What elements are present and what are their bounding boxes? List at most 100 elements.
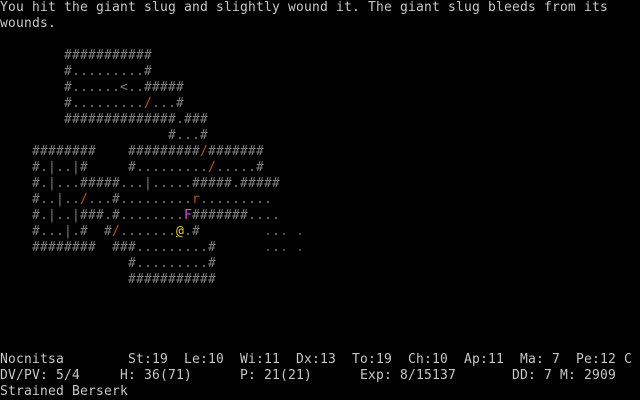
status-char: :	[424, 352, 432, 367]
status-char: x	[304, 352, 312, 367]
message-char: o	[296, 0, 304, 15]
status-char: :	[568, 368, 576, 383]
status-char: V	[32, 368, 40, 383]
map-tile: .	[112, 96, 120, 111]
status-char: V	[8, 368, 16, 383]
status-char: M	[560, 368, 568, 383]
map-tile: .	[184, 176, 192, 191]
message-char: t	[592, 0, 600, 15]
status-char: 5	[424, 368, 432, 383]
status-char: t	[136, 352, 144, 367]
map-tile: #	[80, 144, 88, 159]
map-tile: #	[136, 144, 144, 159]
status-char	[112, 368, 120, 384]
status-char: D	[520, 368, 528, 383]
message-char	[88, 0, 96, 16]
map-tile: .	[224, 160, 232, 175]
status-char: 3	[328, 352, 336, 367]
map-tile: .	[168, 176, 176, 191]
status-char	[120, 352, 128, 368]
map-tile: .	[88, 192, 96, 207]
message-char: i	[336, 0, 344, 15]
message-char: o	[8, 0, 16, 15]
map-tile: .	[64, 208, 72, 223]
map-tile: .	[104, 192, 112, 207]
wand-item[interactable]: /	[200, 144, 208, 159]
map-tile[interactable]: <	[120, 80, 128, 95]
player-at-symbol[interactable]: @	[176, 224, 184, 239]
message-char: g	[96, 0, 104, 15]
floor-tile: .	[296, 240, 304, 255]
message-char: e	[384, 0, 392, 15]
status-char	[104, 352, 112, 368]
status-char	[104, 368, 112, 384]
message-char: o	[560, 0, 568, 15]
status-char	[192, 368, 200, 384]
map-row: #......... /... #	[0, 96, 640, 112]
status-char: a	[56, 352, 64, 367]
map-tile: #	[72, 48, 80, 63]
map-tile: #	[56, 144, 64, 159]
message-char	[536, 0, 544, 16]
status-char	[448, 352, 456, 368]
map-tile: #	[136, 272, 144, 287]
map-tile: .	[72, 64, 80, 79]
message-char: b	[488, 0, 496, 15]
status-char: 7	[168, 368, 176, 383]
message-char	[24, 0, 32, 16]
map-tile: .	[152, 224, 160, 239]
map-tile: .	[56, 160, 64, 175]
map-tile: .	[120, 224, 128, 239]
map-tile: .	[80, 96, 88, 111]
status-char: :	[312, 352, 320, 367]
map-tile: #	[72, 240, 80, 255]
map-tile: .	[64, 160, 72, 175]
message-char	[392, 0, 400, 16]
status-char	[208, 368, 216, 384]
map-tile: #	[40, 240, 48, 255]
map-tile: .	[184, 192, 192, 207]
map-tile: .	[40, 160, 48, 175]
status-char: a	[528, 352, 536, 367]
status-char: 0	[440, 352, 448, 367]
giant-slug-monster[interactable]: F	[184, 208, 192, 223]
status-char: A	[464, 352, 472, 367]
map-tile: #	[144, 144, 152, 159]
status-char: /	[64, 368, 72, 383]
rat-monster[interactable]: r	[192, 192, 200, 207]
message-char: h	[72, 0, 80, 15]
message-char: f	[544, 0, 552, 15]
status-char	[488, 368, 496, 384]
map-tile: #	[152, 144, 160, 159]
map-tile: .	[264, 208, 272, 223]
message-char: u	[304, 0, 312, 15]
status-line-effects: Strained Berserk	[0, 384, 640, 400]
status-char: e	[584, 352, 592, 367]
map-tile: .	[168, 192, 176, 207]
map-tile: .	[152, 256, 160, 271]
wand-item[interactable]: /	[112, 224, 120, 239]
status-char: (	[280, 368, 288, 383]
status-char	[88, 352, 96, 368]
map-tile: #	[224, 208, 232, 223]
map-row: # # # # # # # # # # #......... #....	[0, 240, 640, 256]
message-char: d	[32, 16, 40, 31]
map-tile: .	[48, 224, 56, 239]
map-tile: |	[144, 176, 152, 191]
status-char: r	[16, 384, 24, 399]
status-char: 3	[144, 368, 152, 383]
map-tile: #	[160, 80, 168, 95]
map-tile: .	[248, 192, 256, 207]
message-char	[328, 0, 336, 16]
map-tile: #	[64, 80, 72, 95]
wand-item[interactable]: /	[208, 160, 216, 175]
status-char: 1	[432, 368, 440, 383]
wand-item[interactable]: /	[144, 96, 152, 111]
wand-item[interactable]: /	[80, 192, 88, 207]
map-tile: .	[128, 192, 136, 207]
map-tile: .	[232, 160, 240, 175]
map-tile: #	[208, 256, 216, 271]
map-tile: #	[96, 112, 104, 127]
message-char: e	[504, 0, 512, 15]
status-char: D	[0, 368, 8, 383]
